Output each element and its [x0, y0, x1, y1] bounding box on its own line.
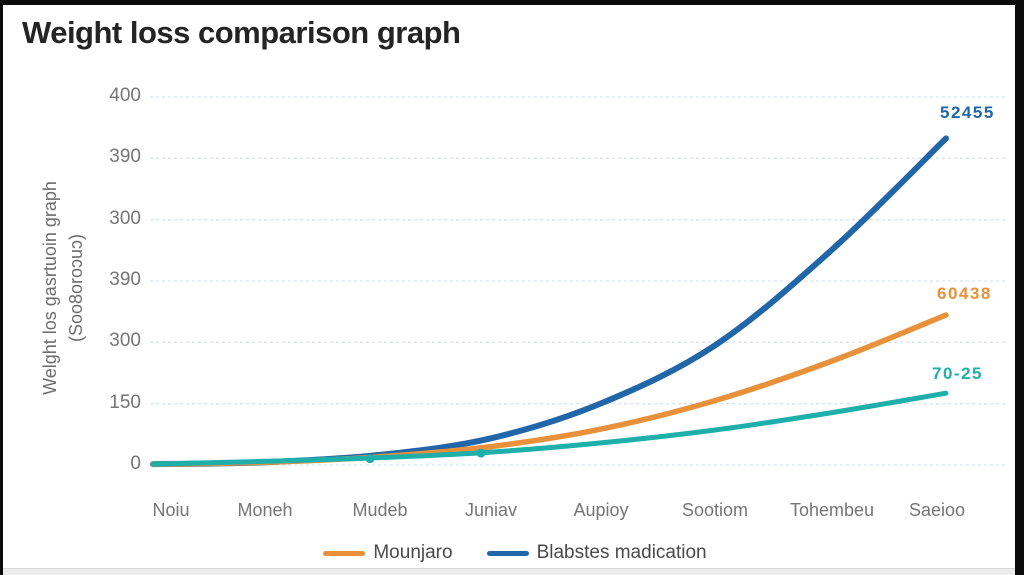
x-tick-label: Noiu [152, 500, 190, 520]
y-tick-label: 390 [109, 146, 141, 168]
legend-item: Blabstes madication [486, 542, 707, 564]
legend-swatch [486, 550, 529, 556]
y-axis-title-line2: (Soo8oroɔuɔ) [66, 233, 87, 343]
legend-item: Mounjaro [323, 542, 453, 564]
series-line-blabstes [150, 135, 949, 468]
series-point-marker [476, 448, 486, 458]
legend-label: Mounjaro [373, 542, 453, 563]
y-tick-label: 300 [109, 207, 141, 229]
y-tick-label: 400 [109, 85, 141, 106]
y-tick-label: 0 [130, 453, 141, 474]
x-tick-label: Juniav [464, 500, 518, 520]
series-point-marker [365, 454, 375, 464]
series-end-label: 70-25 [932, 364, 983, 383]
legend-label: Blabstes madication [536, 542, 707, 563]
y-tick-label: 150 [109, 391, 141, 413]
series-end-label: 52455 [940, 103, 995, 122]
x-tick-label: Tohembeu [789, 500, 875, 520]
legend: Mounjaro Blabstes madication [3, 542, 1015, 564]
y-tick-label: 390 [109, 269, 141, 290]
chart-title: Weight loss comparison graph [22, 15, 461, 50]
series-line-teal [150, 390, 949, 467]
x-tick-label: Sootiom [681, 500, 749, 520]
series-end-label: 60438 [937, 284, 992, 303]
x-tick-label: Saeioo [908, 500, 966, 520]
plot-area [150, 96, 1008, 468]
bottom-bar [3, 568, 1015, 575]
legend-swatch [323, 550, 366, 556]
y-tick-label: 300 [109, 330, 141, 352]
y-axis-title-line1: Welght los gasrtuoin graph [40, 181, 60, 395]
x-tick-label: Moneh [237, 500, 293, 520]
series-line-mounjaro [150, 312, 949, 467]
x-tick-label: Mudeb [352, 500, 408, 520]
x-tick-label: Aupioy [573, 500, 629, 520]
